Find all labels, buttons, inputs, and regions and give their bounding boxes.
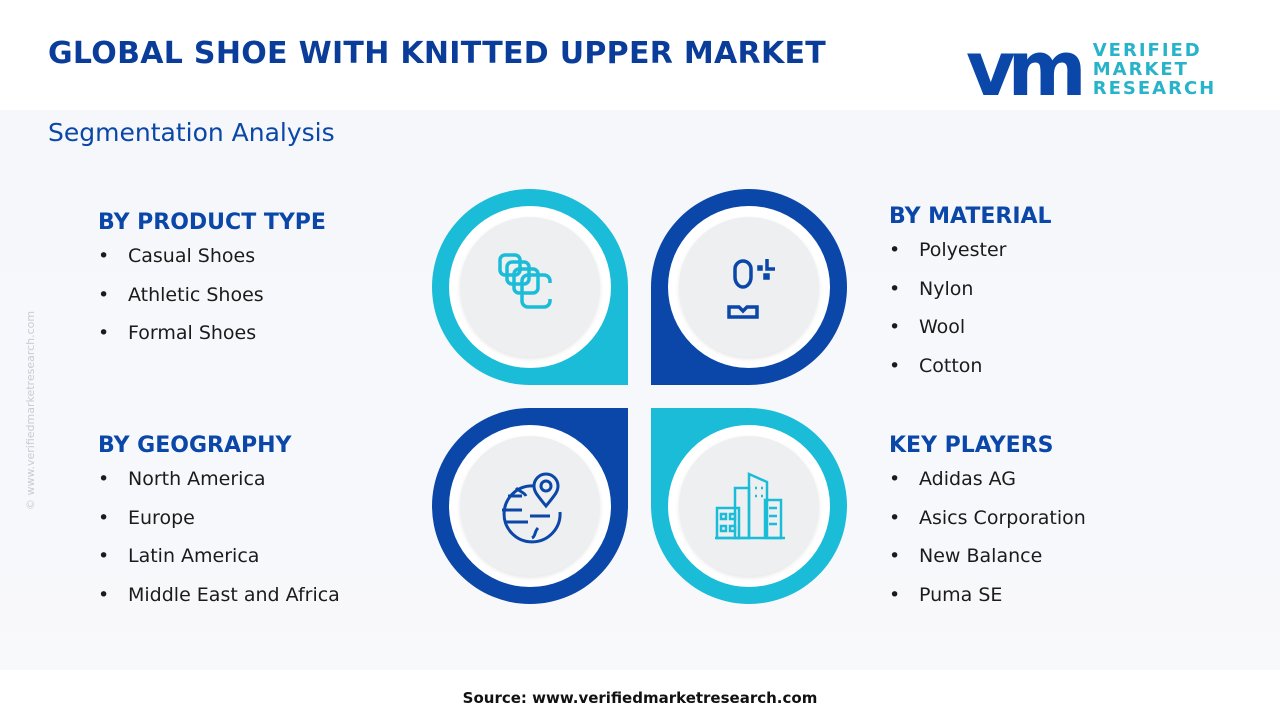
- list-item: • Adidas AG: [889, 468, 1017, 490]
- list-item: • Latin America: [98, 545, 260, 567]
- list-item: • Athletic Shoes: [98, 283, 264, 306]
- logo-mark: vm: [966, 24, 1087, 113]
- quadrant-material: [651, 189, 847, 385]
- logo-line1: VERIFIED: [1092, 39, 1202, 61]
- list-item: • Formal Shoes: [98, 322, 257, 344]
- logo-line3: RESEARCH: [1092, 77, 1217, 99]
- list-item: • New Balance: [889, 545, 1043, 567]
- background-watermark: [0, 110, 1280, 670]
- section-material: BY MATERIAL • Polyester • Nylon • Wool • Cot…: [889, 204, 1052, 393]
- list-item: • Nylon: [889, 277, 974, 300]
- section-heading: BY GEOGRAPHY: [98, 433, 292, 458]
- list-item: • Cotton: [889, 354, 983, 377]
- section-product-type: BY PRODUCT TYPE • Casual Shoes • Athletic …: [98, 210, 326, 361]
- person-sparkle-icon: [727, 259, 775, 319]
- list-item: • Polyester: [889, 239, 1007, 261]
- quadrant-geography: [432, 408, 628, 604]
- list-item: • Puma SE: [889, 583, 1003, 606]
- logo: vm VERIFIED MARKET RESEARCH: [966, 24, 1217, 113]
- logo-line2: MARKET: [1092, 58, 1189, 80]
- quadrant-key-players: [651, 408, 847, 604]
- list-item: • Casual Shoes: [98, 245, 256, 267]
- side-watermark: © www.verifiedmarketresearch.com: [24, 310, 37, 510]
- section-key-players: KEY PLAYERS • Adidas AG • Asics Corporatio…: [889, 433, 1086, 622]
- quadrant-product-type: [432, 189, 628, 385]
- page-subtitle: Segmentation Analysis: [48, 118, 335, 147]
- section-geography: BY GEOGRAPHY • North America • Europe • Lat…: [98, 433, 340, 622]
- page-title: GLOBAL SHOE WITH KNITTED UPPER MARKET: [48, 36, 827, 71]
- list-item: • Europe: [98, 506, 195, 529]
- source-text: Source: www.verifiedmarketresearch.com: [462, 689, 818, 707]
- list-item: • Wool: [889, 316, 966, 338]
- list-item: • North America: [98, 468, 266, 490]
- section-heading: BY MATERIAL: [889, 204, 1052, 229]
- buildings-icon: [715, 472, 785, 540]
- stacked-squares-icon: [498, 253, 552, 309]
- section-heading: KEY PLAYERS: [889, 433, 1054, 458]
- globe-pin-icon: [502, 472, 562, 544]
- list-item: • Middle East and Africa: [98, 583, 340, 606]
- section-heading: BY PRODUCT TYPE: [98, 210, 326, 235]
- list-item: • Asics Corporation: [889, 506, 1086, 529]
